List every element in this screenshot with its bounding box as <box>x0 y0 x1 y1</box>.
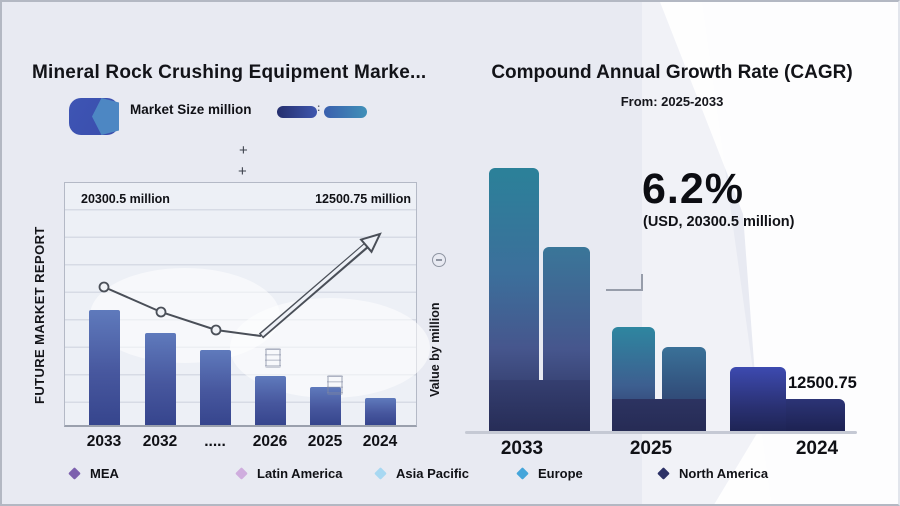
chart-anchor-value-left: 20300.5 million <box>81 192 170 206</box>
ratio-pill-left <box>277 106 317 118</box>
legend-label: MEA <box>90 466 119 481</box>
series-legend-label: Market Size million <box>130 102 252 117</box>
legend-item-latin-america: Latin America <box>235 466 343 481</box>
x-tick-label: 2024 <box>362 433 398 450</box>
legend-label: Latin America <box>257 466 343 481</box>
legend-label: Asia Pacific <box>396 466 469 481</box>
bar-2024-left <box>730 367 786 433</box>
ratio-pill-right <box>324 106 367 118</box>
cagr-basis: (USD, 20300.5 million) <box>643 214 795 230</box>
cagr-bar-group-2025 <box>612 327 706 433</box>
x-tick-label: ..... <box>204 433 226 450</box>
diamond-marker-icon <box>516 467 529 480</box>
plus-mark-icon: + <box>238 163 247 180</box>
cagr-value: 6.2% <box>642 165 745 213</box>
bar-2024-right <box>786 399 845 433</box>
legend-item-europe: Europe <box>516 466 583 481</box>
plus-mark-icon: + <box>239 142 248 159</box>
x-tick-label: 2032 <box>142 433 178 450</box>
legend-label: Europe <box>538 466 583 481</box>
x-tick-label: 2025 <box>307 433 343 450</box>
bar-2026 <box>255 376 286 425</box>
cagr-title: Compound Annual Growth Rate (CAGR) <box>491 62 853 83</box>
x-tick-label: 2024 <box>795 438 839 459</box>
legend-item-north-america: North America <box>657 466 769 481</box>
bar-2025 <box>310 387 341 425</box>
circle-minus-icon <box>432 253 446 267</box>
watermark-side-label: FUTURE MARKET REPORT <box>32 226 47 404</box>
x-tick-label: 2033 <box>86 433 122 450</box>
bar-2024 <box>365 398 396 425</box>
clipboard-watermark-icon <box>265 348 281 368</box>
step-bracket-decoration <box>606 274 643 291</box>
chart-anchor-value-right: 12500.75 million <box>315 192 411 206</box>
clipboard-watermark-icon <box>327 375 343 395</box>
x-tick-label: 2026 <box>252 433 288 450</box>
diamond-marker-icon <box>657 467 670 480</box>
bar-2033 <box>89 310 120 425</box>
bar-2032 <box>145 333 176 425</box>
cagr-subtitle: From: 2025-2033 <box>620 94 724 109</box>
x-tick-label: 2033 <box>500 438 544 459</box>
cagr-bar-group-2033 <box>489 168 590 433</box>
legend-label: North America <box>679 466 769 481</box>
diamond-marker-icon <box>235 467 248 480</box>
value-callout-2024: 12500.75 <box>788 374 857 392</box>
legend-item-mea: MEA <box>68 466 119 481</box>
y-axis-label: Value by million <box>428 302 442 398</box>
trend-line-overlay <box>98 232 382 339</box>
brand-logo-icon <box>69 98 119 135</box>
x-tick-label: 2025 <box>629 438 673 459</box>
market-size-chart: 20300.5 million 12500.75 million <box>64 182 430 427</box>
bar-base-connector <box>612 399 706 433</box>
diamond-marker-icon <box>68 467 81 480</box>
page-title: Mineral Rock Crushing Equipment Marke... <box>32 62 427 83</box>
bar-mid <box>200 350 231 425</box>
legend-item-asia-pacific: Asia Pacific <box>374 466 469 481</box>
diamond-marker-icon <box>374 467 387 480</box>
ratio-separator: : <box>317 103 321 114</box>
cagr-bar-group-2024 <box>730 367 845 433</box>
bar-base-connector <box>489 380 590 433</box>
baseline-axis <box>465 431 857 434</box>
